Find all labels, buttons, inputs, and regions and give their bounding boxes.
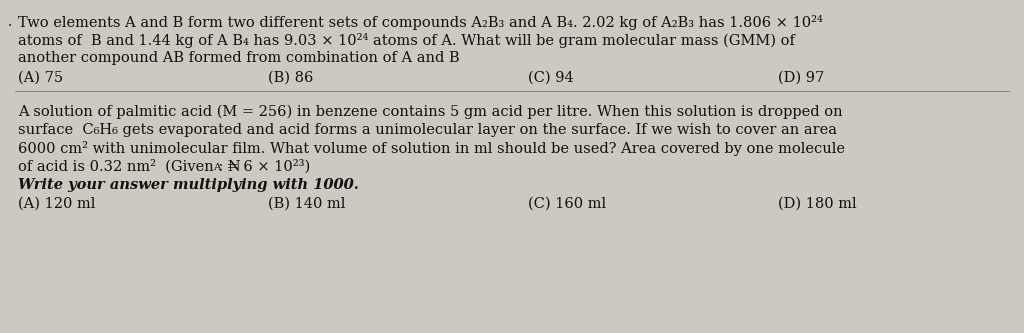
Text: (A) 75: (A) 75 [18, 71, 63, 85]
Text: .: . [8, 15, 12, 29]
Text: (D) 180 ml: (D) 180 ml [778, 197, 857, 211]
Text: = 6 × 10²³): = 6 × 10²³) [222, 159, 310, 173]
Text: Two elements A and B form two different sets of compounds A₂B₃ and A B₄. 2.02 kg: Two elements A and B form two different … [18, 15, 823, 30]
Text: surface  C₆H₆ gets evaporated and acid forms a unimolecular layer on the surface: surface C₆H₆ gets evaporated and acid fo… [18, 123, 837, 137]
Text: A solution of palmitic acid (M = 256) in benzene contains 5 gm acid per litre. W: A solution of palmitic acid (M = 256) in… [18, 105, 843, 120]
Text: (B) 86: (B) 86 [268, 71, 313, 85]
Text: (C) 94: (C) 94 [528, 71, 573, 85]
Text: (B) 140 ml: (B) 140 ml [268, 197, 345, 211]
Text: 6000 cm² with unimolecular film. What volume of solution in ml should be used? A: 6000 cm² with unimolecular film. What vo… [18, 141, 845, 156]
Text: another compound AB formed from combination of A and B: another compound AB formed from combinat… [18, 51, 460, 65]
Text: (D) 97: (D) 97 [778, 71, 824, 85]
Text: (A) 120 ml: (A) 120 ml [18, 197, 95, 211]
Text: atoms of  B and 1.44 kg of A B₄ has 9.03 × 10²⁴ atoms of A. What will be gram mo: atoms of B and 1.44 kg of A B₄ has 9.03 … [18, 33, 795, 48]
Text: of acid is 0.32 nm²  (Given : N: of acid is 0.32 nm² (Given : N [18, 159, 241, 173]
Text: (C) 160 ml: (C) 160 ml [528, 197, 606, 211]
Text: A: A [213, 163, 220, 172]
Text: Write your answer multiplying with 1000.: Write your answer multiplying with 1000. [18, 178, 358, 192]
